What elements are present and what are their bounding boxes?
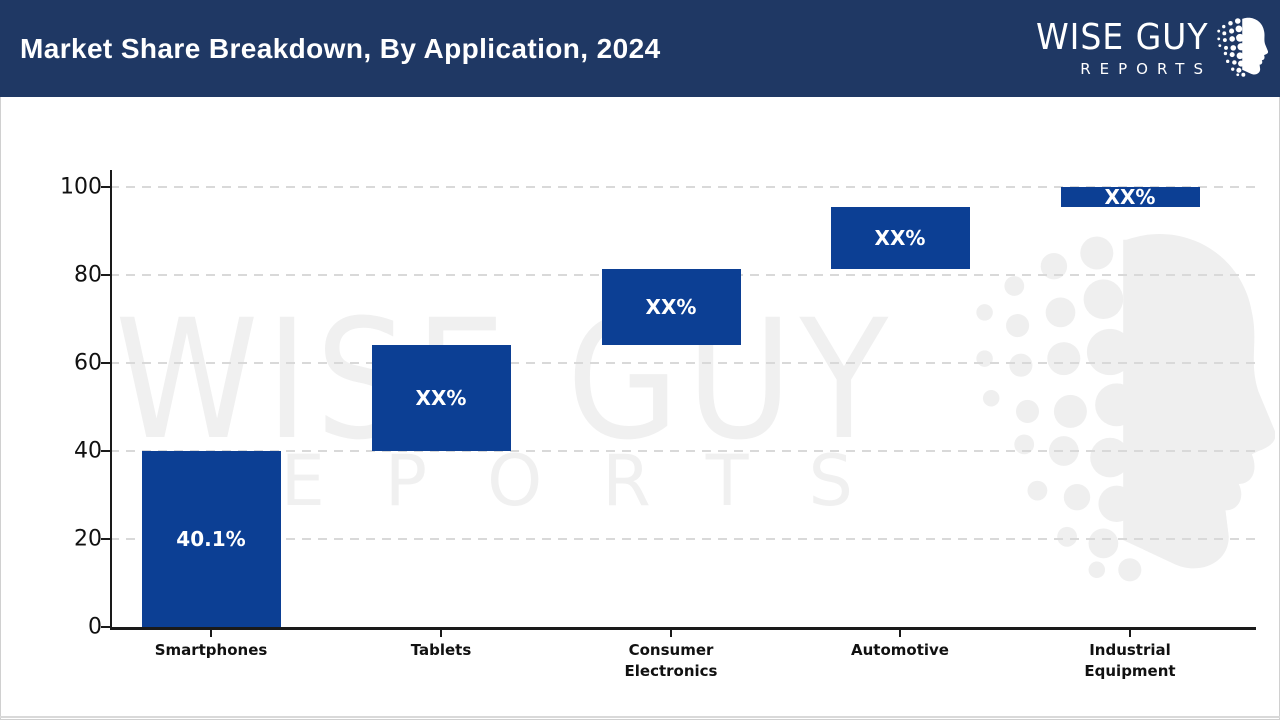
y-axis-tick-label: 80: [74, 262, 102, 288]
logo-text: WISE GUY REPORTS: [1021, 16, 1212, 78]
bottom-divider: [0, 716, 1280, 718]
bar-smartphones: 40.1%: [141, 450, 281, 627]
y-axis-line: [110, 170, 112, 630]
x-axis-label: Industrial Equipment: [1084, 641, 1176, 680]
bar-consumer-electronics: XX%: [601, 268, 741, 345]
bar-value-label: 40.1%: [176, 526, 246, 551]
x-axis-label: Smartphones: [154, 641, 268, 659]
x-axis-tick-mark: [899, 630, 901, 637]
x-axis-label: Tablets: [410, 641, 472, 659]
page-title: Market Share Breakdown, By Application, …: [20, 32, 661, 64]
gridline-40: [110, 450, 1256, 452]
x-axis-tick-mark: [670, 630, 672, 637]
logo-head-icon: [1217, 17, 1268, 77]
watermark-reports-text: REPORTS: [172, 440, 913, 522]
bar-industrial-equipment: XX%: [1060, 185, 1200, 210]
bar-value-label: XX%: [645, 294, 697, 319]
bar-tablets: XX%: [371, 344, 511, 451]
watermark-head-icon: [976, 234, 1275, 582]
gridline-20: [110, 538, 1256, 540]
y-axis-tick-label: 100: [60, 174, 102, 200]
y-axis-tick-label: 60: [74, 350, 102, 376]
x-axis-tick-mark: [1129, 630, 1131, 637]
y-axis-tick-mark: [101, 274, 110, 276]
bar-automotive: XX%: [830, 207, 970, 269]
gridline-60: [110, 362, 1256, 364]
x-axis-line: [110, 627, 1256, 630]
x-axis-tick-mark: [440, 630, 442, 637]
y-axis-tick-label: 20: [74, 526, 102, 552]
gridline-100: [110, 186, 1256, 188]
y-axis-tick-mark: [101, 538, 110, 540]
wise-guy-reports-logo: WISE GUY REPORTS: [1021, 6, 1280, 92]
bar-value-label: XX%: [1104, 185, 1156, 210]
x-axis-label: Consumer Electronics: [624, 641, 718, 680]
logo-wiseguy-label: WISE GUY: [1035, 16, 1208, 58]
y-axis-tick-label: 0: [88, 614, 102, 640]
y-axis-tick-mark: [101, 626, 110, 628]
header-bar: Market Share Breakdown, By Application, …: [0, 0, 1280, 97]
bar-value-label: XX%: [415, 385, 467, 410]
y-axis-tick-label: 40: [74, 438, 102, 464]
bar-value-label: XX%: [874, 226, 926, 251]
y-axis-tick-mark: [101, 362, 110, 364]
x-axis-tick-mark: [210, 630, 212, 637]
y-axis-tick-mark: [101, 186, 110, 188]
y-axis-tick-mark: [101, 450, 110, 452]
logo-reports-label: REPORTS: [1080, 59, 1212, 78]
x-axis-label: Automotive: [851, 641, 949, 659]
